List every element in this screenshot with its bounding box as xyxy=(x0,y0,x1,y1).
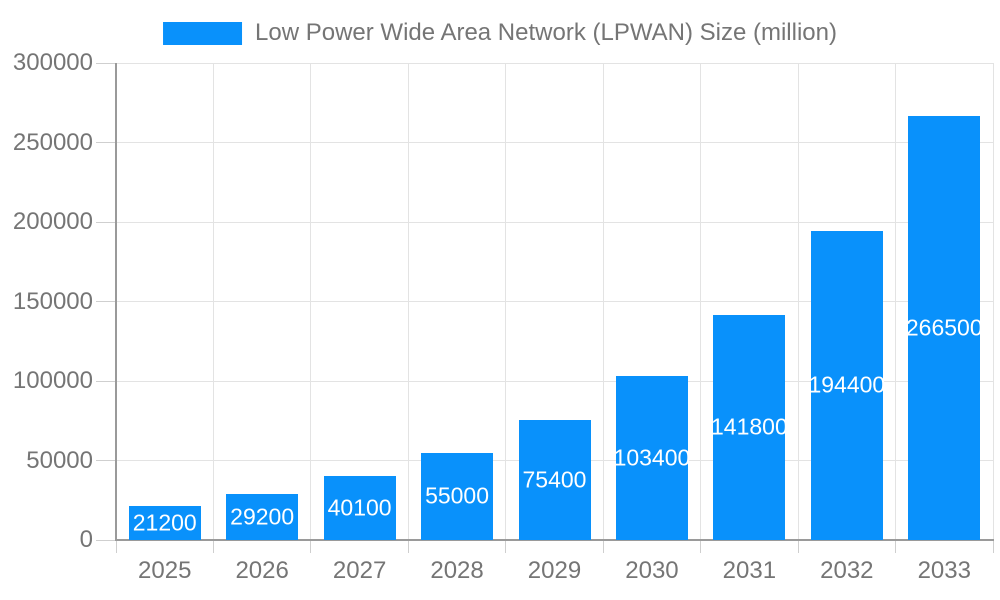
legend-title: Low Power Wide Area Network (LPWAN) Size… xyxy=(255,19,837,46)
h-gridline xyxy=(116,142,993,143)
x-tick-mark xyxy=(407,540,409,553)
x-tick-label: 2029 xyxy=(527,557,582,584)
chart-legend[interactable]: Low Power Wide Area Network (LPWAN) Size… xyxy=(163,19,837,47)
x-tick-mark xyxy=(115,540,117,553)
y-tick-mark xyxy=(96,62,116,64)
y-tick-mark xyxy=(96,142,116,143)
x-tick-label: 2031 xyxy=(722,557,777,584)
v-gridline xyxy=(407,63,409,540)
x-tick-mark xyxy=(505,540,507,553)
x-tick-label: 2025 xyxy=(138,557,192,584)
y-tick-label: 0 xyxy=(79,526,93,553)
bar-value-label: 55000 xyxy=(425,482,490,509)
x-tick-mark xyxy=(212,540,214,553)
y-tick-mark xyxy=(96,221,116,223)
x-tick-label: 2030 xyxy=(625,557,679,584)
x-tick-label: 2032 xyxy=(820,557,874,584)
v-gridline xyxy=(797,63,799,540)
h-gridline xyxy=(116,221,993,223)
bar-2025 xyxy=(128,506,201,540)
bar-2032 xyxy=(810,230,883,540)
bar-value-label: 40100 xyxy=(327,494,392,521)
y-tick-mark xyxy=(96,380,116,382)
bar-2030 xyxy=(615,375,688,540)
y-tick-label: 100000 xyxy=(12,367,93,394)
bar-value-label: 141800 xyxy=(711,413,788,440)
bar-2027 xyxy=(323,476,396,540)
bar-value-label: 266500 xyxy=(905,314,983,341)
legend-swatch xyxy=(163,21,243,45)
y-axis-line xyxy=(115,63,117,541)
y-tick-label: 200000 xyxy=(12,208,93,235)
bar-2033 xyxy=(908,116,981,540)
bar-2031 xyxy=(713,314,786,540)
y-tick-label: 50000 xyxy=(26,446,93,474)
x-tick-label: 2026 xyxy=(235,557,289,584)
bar-value-label: 29200 xyxy=(230,503,295,530)
x-tick-mark xyxy=(602,540,604,553)
v-gridline xyxy=(505,63,507,540)
bar-value-label: 75400 xyxy=(522,466,587,493)
x-tick-label: 2027 xyxy=(332,557,387,584)
y-tick-label: 150000 xyxy=(12,287,93,315)
bar-2029 xyxy=(518,420,591,540)
bar-value-label: 103400 xyxy=(613,444,691,471)
h-gridline xyxy=(116,380,993,382)
x-tick-mark xyxy=(700,540,702,553)
v-gridline xyxy=(700,63,702,540)
y-tick-mark xyxy=(96,301,116,302)
x-axis-line xyxy=(115,539,994,541)
x-tick-mark xyxy=(992,540,994,553)
y-tick-label: 300000 xyxy=(12,49,93,76)
v-gridline xyxy=(602,63,604,540)
v-gridline xyxy=(992,63,994,540)
h-gridline xyxy=(116,62,993,64)
v-gridline xyxy=(212,63,214,540)
bar-2026 xyxy=(226,493,299,540)
x-tick-mark xyxy=(895,540,897,553)
bar-value-label: 194400 xyxy=(808,371,886,398)
bar-2028 xyxy=(421,452,494,540)
y-tick-label: 250000 xyxy=(12,128,93,156)
x-tick-mark xyxy=(797,540,799,553)
v-gridline xyxy=(895,63,897,540)
x-tick-label: 2033 xyxy=(917,557,971,584)
x-tick-mark xyxy=(310,540,312,553)
y-tick-mark xyxy=(96,460,116,461)
v-gridline xyxy=(310,63,312,540)
x-tick-label: 2028 xyxy=(430,557,484,584)
bar-value-label: 21200 xyxy=(132,509,197,536)
h-gridline xyxy=(116,301,993,302)
y-tick-mark xyxy=(96,539,116,541)
